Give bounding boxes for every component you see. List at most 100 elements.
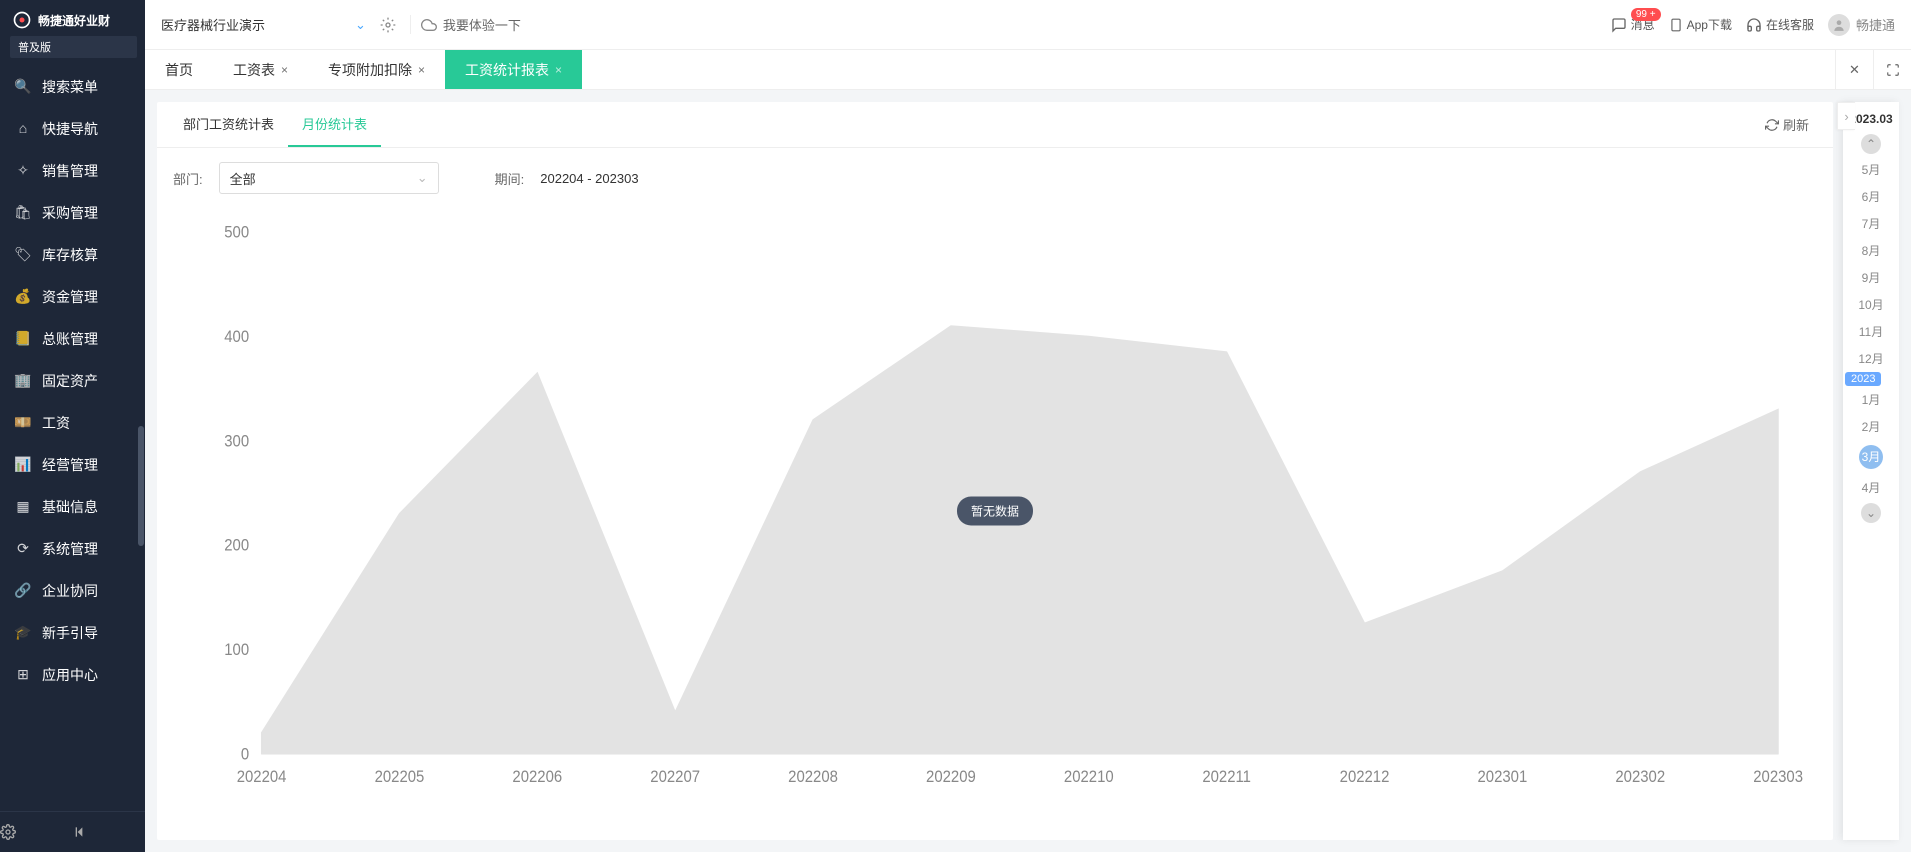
- svg-text:202303: 202303: [1753, 768, 1803, 786]
- month-option[interactable]: 5月: [1858, 156, 1883, 183]
- svg-text:200: 200: [224, 537, 249, 555]
- sidebar-item[interactable]: 🔗企业协同: [0, 570, 145, 612]
- month-option[interactable]: 8月: [1858, 237, 1883, 264]
- subtab[interactable]: 月份统计表: [288, 102, 381, 147]
- svg-text:202301: 202301: [1478, 768, 1528, 786]
- sidebar-item[interactable]: 💴工资: [0, 402, 145, 444]
- month-option[interactable]: 7月: [1858, 210, 1883, 237]
- nav-label: 系统管理: [42, 539, 98, 559]
- chart-area: 0100200300400500202204202205202206202207…: [157, 208, 1833, 840]
- sidebar-item[interactable]: ⌂ 快捷导航: [0, 108, 145, 150]
- nav-icon: 💴: [14, 414, 32, 432]
- svg-text:202205: 202205: [375, 768, 425, 786]
- tab-close-icon[interactable]: ×: [555, 63, 562, 77]
- nav-icon: 💰: [14, 288, 32, 306]
- nav-label: 应用中心: [42, 665, 98, 685]
- sidebar-item[interactable]: 💰 资金管理: [0, 276, 145, 318]
- collapse-month-picker-icon[interactable]: ›: [1837, 102, 1855, 130]
- message-icon: [1611, 17, 1627, 33]
- svg-text:202208: 202208: [788, 768, 838, 786]
- svg-text:300: 300: [224, 433, 249, 451]
- month-option[interactable]: 1月: [1859, 386, 1883, 413]
- svg-text:202212: 202212: [1340, 768, 1390, 786]
- messages-button[interactable]: 消息 99 +: [1611, 16, 1655, 33]
- sidebar-item[interactable]: 📒总账管理: [0, 318, 145, 360]
- sidebar-item[interactable]: 🛍采购管理: [0, 192, 145, 234]
- tab-label: 专项附加扣除: [328, 60, 412, 80]
- settings-icon[interactable]: [0, 812, 73, 852]
- customer-service-button[interactable]: 在线客服: [1746, 16, 1814, 33]
- year-badge: 2023: [1845, 372, 1881, 386]
- period-label: 期间:: [495, 169, 525, 188]
- month-next-icon[interactable]: ⌄: [1861, 503, 1881, 523]
- brand-edition: 普及版: [10, 36, 137, 58]
- report-panel: 部门工资统计表月份统计表 刷新 部门: 全部 ⌄ 期间: 202204 - 20…: [157, 102, 1833, 840]
- svg-text:202302: 202302: [1615, 768, 1665, 786]
- nav-icon: 🎓: [14, 624, 32, 642]
- user-menu[interactable]: 畅捷通: [1828, 14, 1895, 36]
- collapse-sidebar-icon[interactable]: [73, 812, 146, 852]
- org-settings-icon[interactable]: [380, 17, 396, 33]
- nav-label: 销售管理: [42, 161, 98, 181]
- tab[interactable]: 工资统计报表 ×: [445, 50, 582, 89]
- tab-label: 工资表: [233, 60, 275, 80]
- sidebar-item[interactable]: 🔍搜索菜单: [0, 66, 145, 108]
- app-download-button[interactable]: App下载: [1669, 16, 1732, 33]
- month-option[interactable]: 4月: [1859, 474, 1883, 501]
- tab[interactable]: 专项附加扣除 ×: [308, 50, 445, 89]
- nav-label: 快捷导航: [42, 119, 98, 139]
- svg-text:500: 500: [224, 224, 249, 242]
- dept-label: 部门:: [173, 169, 203, 188]
- svg-text:202206: 202206: [512, 768, 562, 786]
- brand: 畅捷通好业财: [0, 0, 145, 36]
- sidebar-item[interactable]: 🏷库存核算: [0, 234, 145, 276]
- sidebar-item[interactable]: 🏢固定资产: [0, 360, 145, 402]
- svg-text:202210: 202210: [1064, 768, 1114, 786]
- subtab[interactable]: 部门工资统计表: [169, 102, 288, 147]
- nav-icon: 🛍: [14, 204, 32, 222]
- nav-icon: 📒: [14, 330, 32, 348]
- nav-label: 新手引导: [42, 623, 98, 643]
- sidebar-scrollbar[interactable]: [138, 426, 144, 546]
- month-prev-icon[interactable]: ⌃: [1861, 134, 1881, 154]
- svg-text:400: 400: [224, 328, 249, 346]
- tab-close-icon[interactable]: ×: [281, 63, 288, 77]
- sidebar-item[interactable]: ▦基础信息: [0, 486, 145, 528]
- dept-select[interactable]: 全部 ⌄: [219, 162, 439, 194]
- nav-icon: ⊞: [14, 666, 32, 684]
- month-option[interactable]: 2月: [1859, 413, 1883, 440]
- svg-text:0: 0: [241, 745, 249, 763]
- close-all-tabs-icon[interactable]: ✕: [1835, 50, 1873, 89]
- topbar: 医疗器械行业演示 ⌄ 我要体验一下 消息 99 + App下载 在线客服: [145, 0, 1911, 50]
- month-option[interactable]: 11月: [1858, 318, 1883, 345]
- tabbar: 首页工资表 × 专项附加扣除 × 工资统计报表 × ✕: [145, 50, 1911, 90]
- month-option[interactable]: 3月: [1859, 440, 1883, 474]
- nav-icon: ⟳: [14, 540, 32, 558]
- nav-icon: 🏷: [14, 246, 32, 264]
- try-demo-button[interactable]: 我要体验一下: [410, 15, 521, 34]
- headset-icon: [1746, 17, 1762, 33]
- tab-close-icon[interactable]: ×: [418, 63, 425, 77]
- nav-label: 基础信息: [42, 497, 98, 517]
- sidebar-item[interactable]: 📊经营管理: [0, 444, 145, 486]
- sidebar-item[interactable]: 🎓 新手引导: [0, 612, 145, 654]
- tab[interactable]: 工资表 ×: [213, 50, 308, 89]
- month-option[interactable]: 9月: [1858, 264, 1883, 291]
- fullscreen-icon[interactable]: [1873, 50, 1911, 89]
- refresh-button[interactable]: 刷新: [1765, 102, 1821, 147]
- nav-icon: 🔍: [14, 78, 32, 96]
- sidebar-item[interactable]: ⟳ 系统管理: [0, 528, 145, 570]
- brand-logo-icon: [12, 10, 32, 30]
- month-option[interactable]: 12月: [1858, 345, 1883, 372]
- org-selector[interactable]: 医疗器械行业演示 ⌄: [161, 15, 366, 34]
- month-option[interactable]: 10月: [1858, 291, 1883, 318]
- nav-icon: ⌂: [14, 120, 32, 138]
- sidebar-item[interactable]: ⊞ 应用中心: [0, 654, 145, 696]
- tab-label: 工资统计报表: [465, 60, 549, 80]
- sidebar-item[interactable]: ✧销售管理: [0, 150, 145, 192]
- month-option[interactable]: 6月: [1858, 183, 1883, 210]
- nav-label: 企业协同: [42, 581, 98, 601]
- tab[interactable]: 首页: [145, 50, 213, 89]
- nav-icon: 📊: [14, 456, 32, 474]
- nav-label: 资金管理: [42, 287, 98, 307]
